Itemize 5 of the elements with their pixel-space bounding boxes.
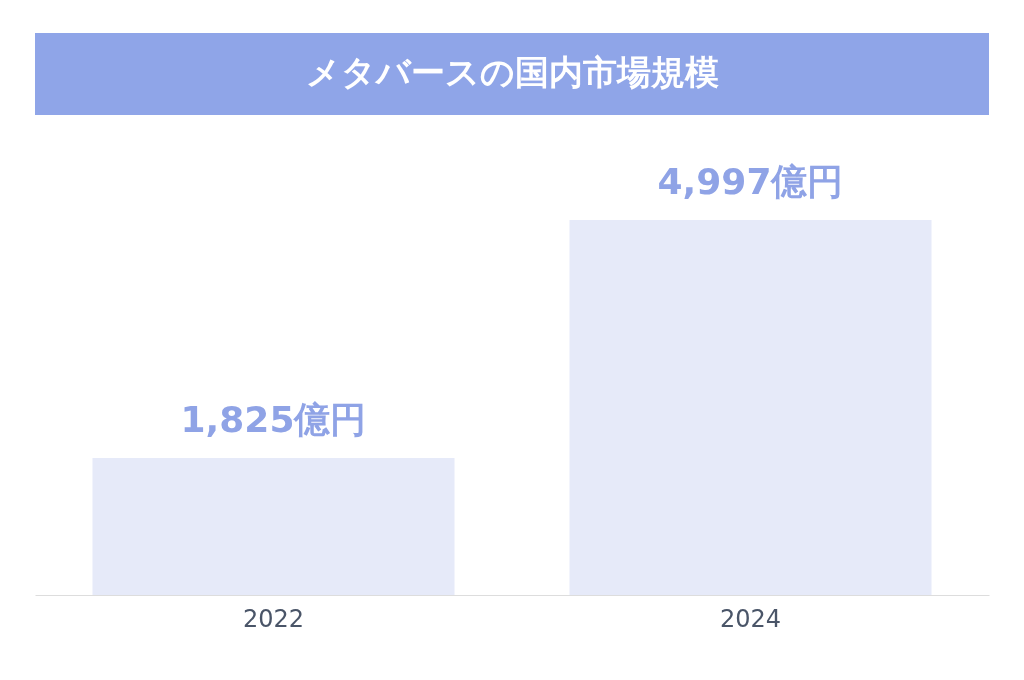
chart-title: メタバースの国内市場規模 [305, 52, 719, 92]
x-tick-label: 2022 [242, 604, 305, 633]
data-label: 1,825億円 [180, 399, 367, 441]
x-tick-label: 2024 [719, 604, 782, 633]
data-label: 4,997億円 [657, 161, 844, 202]
